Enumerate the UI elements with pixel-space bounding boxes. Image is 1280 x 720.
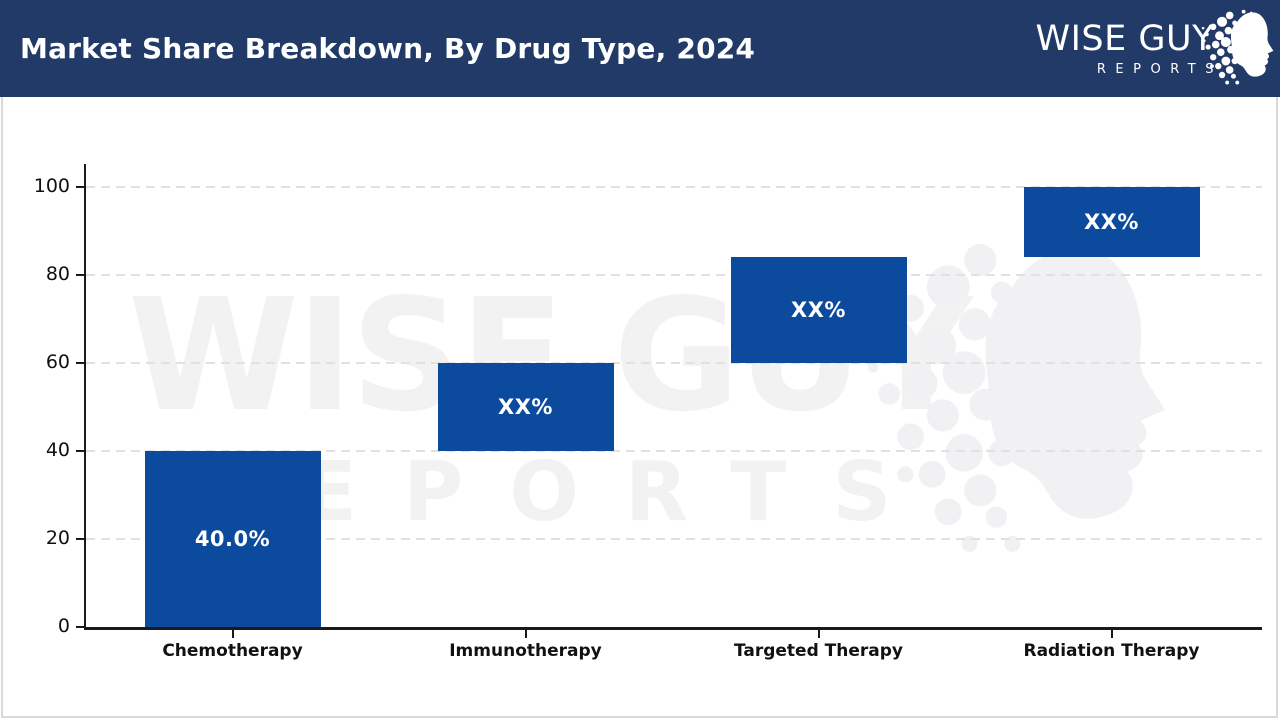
bar-chemotherapy: 40.0% bbox=[144, 451, 321, 627]
x-category-label: Targeted Therapy bbox=[733, 641, 904, 661]
y-tick-label: 20 bbox=[45, 527, 70, 549]
x-category-label: Immunotherapy bbox=[449, 641, 602, 661]
y-gridline-60 bbox=[86, 362, 1262, 364]
y-gridline-40 bbox=[86, 450, 1262, 452]
y-tick-label: 40 bbox=[45, 439, 70, 461]
x-tick-0 bbox=[231, 630, 234, 638]
header-bar: Market Share Breakdown, By Drug Type, 20… bbox=[0, 0, 1280, 97]
y-tick-label: 60 bbox=[45, 351, 70, 373]
x-category-label: Radiation Therapy bbox=[1023, 641, 1200, 661]
x-category-label: Chemotherapy bbox=[162, 641, 303, 661]
y-gridline-20 bbox=[86, 538, 1262, 540]
x-axis-line bbox=[84, 627, 1262, 630]
bar-immunotherapy: XX% bbox=[437, 363, 614, 451]
wiseguy-logo: WISE GUY REPORTS bbox=[1035, 7, 1274, 91]
bar-value-label: XX% bbox=[498, 395, 553, 419]
bar-value-label: 40.0% bbox=[194, 527, 271, 551]
x-tick-3 bbox=[1110, 630, 1113, 638]
x-tick-1 bbox=[524, 630, 527, 638]
page-title: Market Share Breakdown, By Drug Type, 20… bbox=[20, 32, 756, 65]
bar-value-label: XX% bbox=[1084, 210, 1139, 235]
logo-wordmark: WISE GUY bbox=[1035, 18, 1214, 59]
y-tick-label: 0 bbox=[57, 615, 70, 637]
logo-text: WISE GUY REPORTS bbox=[1035, 18, 1214, 77]
y-tick-40 bbox=[76, 450, 86, 452]
y-tick-label: 80 bbox=[45, 263, 70, 285]
logo-subtitle: REPORTS bbox=[1096, 61, 1223, 77]
y-gridline-80 bbox=[86, 274, 1262, 276]
bar-radiation-therapy: XX% bbox=[1023, 187, 1200, 258]
y-axis-line bbox=[84, 164, 86, 630]
y-gridline-100 bbox=[86, 186, 1262, 188]
y-tick-100 bbox=[76, 186, 86, 188]
x-tick-2 bbox=[817, 630, 820, 638]
y-tick-80 bbox=[76, 274, 86, 276]
y-tick-0 bbox=[76, 626, 86, 628]
bar-targeted-therapy: XX% bbox=[730, 257, 907, 363]
y-tick-label: 100 bbox=[33, 175, 70, 197]
y-tick-20 bbox=[76, 538, 86, 540]
y-tick-60 bbox=[76, 362, 86, 364]
bar-value-label: XX% bbox=[791, 298, 846, 323]
